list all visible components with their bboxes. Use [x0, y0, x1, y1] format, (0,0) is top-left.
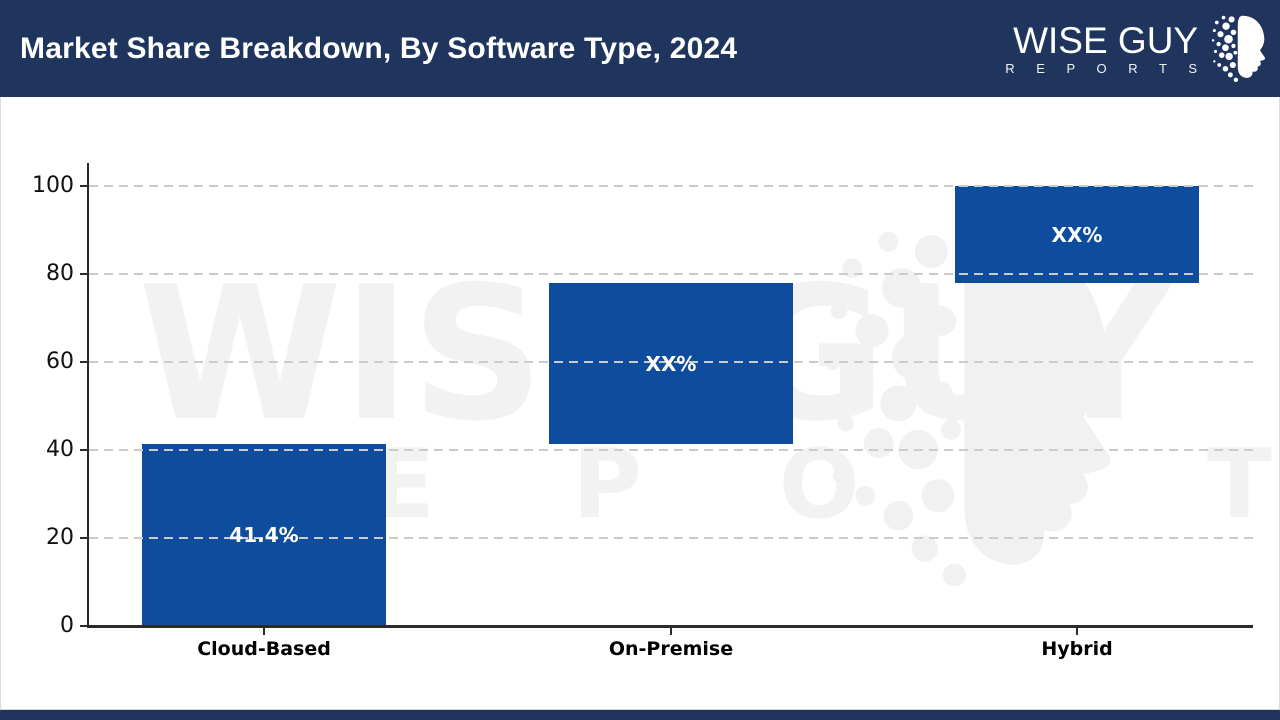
y-tick-mark-100 — [80, 185, 88, 187]
x-category-label-hybrid: Hybrid — [1041, 638, 1113, 660]
y-tick-mark-0 — [80, 625, 88, 627]
y-tick-label-40: 40 — [46, 437, 74, 462]
y-tick-label-100: 100 — [32, 173, 74, 198]
gridline-20 — [89, 537, 1256, 539]
bar-hybrid — [955, 186, 1199, 284]
chart-title: Market Share Breakdown, By Software Type… — [20, 31, 738, 65]
bar-on-premise — [549, 283, 793, 444]
header-band: Market Share Breakdown, By Software Type… — [0, 0, 1280, 97]
bar-value-label-on-premise: XX% — [645, 351, 697, 376]
gridline-40 — [89, 449, 1256, 451]
y-tick-mark-80 — [80, 273, 88, 275]
y-tick-label-80: 80 — [46, 261, 74, 286]
footer-band — [0, 710, 1280, 720]
x-category-label-on-premise: On-Premise — [608, 638, 734, 660]
y-axis-line — [87, 163, 89, 627]
logo-text: WISE GUY R E P O R T S — [1005, 19, 1206, 76]
gridline-80 — [89, 273, 1256, 275]
bar-value-label-hybrid: XX% — [1051, 222, 1103, 247]
y-tick-label-60: 60 — [46, 349, 74, 374]
logo-wordmark: WISE GUY — [1013, 19, 1199, 61]
bar-value-label-cloud-based: 41.4% — [229, 522, 299, 547]
y-tick-label-20: 20 — [46, 525, 74, 550]
gridline-60 — [89, 361, 1256, 363]
x-tick-mark-hybrid — [1076, 628, 1078, 635]
logo-reports-text: R E P O R T S — [1005, 60, 1206, 76]
wiseguy-logo: WISE GUY R E P O R T S — [1005, 8, 1270, 90]
y-tick-mark-20 — [80, 537, 88, 539]
y-tick-mark-40 — [80, 449, 88, 451]
x-tick-mark-on-premise — [670, 628, 672, 635]
y-tick-mark-60 — [80, 361, 88, 363]
x-axis-line — [87, 625, 1253, 628]
x-tick-mark-cloud-based — [263, 628, 265, 635]
x-category-label-cloud-based: Cloud-Based — [197, 638, 331, 660]
bar-cloud-based — [142, 443, 386, 626]
gridline-100 — [89, 185, 1256, 187]
y-tick-label-0: 0 — [60, 613, 74, 638]
